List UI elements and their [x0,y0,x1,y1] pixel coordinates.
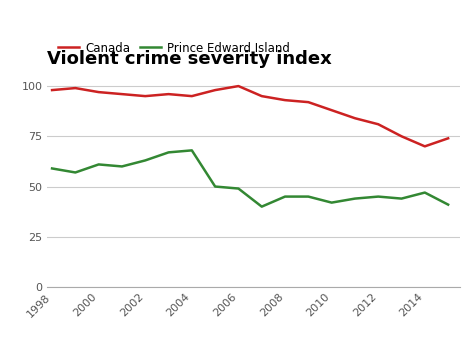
Prince Edward Island [282,195,288,199]
Canada [236,84,241,88]
Canada [352,116,358,120]
Prince Edward Island [119,164,125,169]
Prince Edward Island [49,166,55,170]
Prince Edward Island [422,190,428,195]
Prince Edward Island [142,158,148,162]
Prince Edward Island [329,201,335,205]
Prince Edward Island [375,195,381,199]
Canada [399,134,404,138]
Canada [212,88,218,92]
Canada [142,94,148,98]
Line: Prince Edward Island: Prince Edward Island [52,150,448,206]
Prince Edward Island [352,196,358,201]
Prince Edward Island [73,170,78,175]
Prince Edward Island [236,187,241,191]
Canada [422,144,428,148]
Prince Edward Island [259,204,264,209]
Legend: Canada, Prince Edward Island: Canada, Prince Edward Island [53,37,294,59]
Prince Edward Island [445,203,451,207]
Canada [119,92,125,96]
Prince Edward Island [166,150,172,154]
Prince Edward Island [212,184,218,189]
Line: Canada: Canada [52,86,448,146]
Canada [259,94,264,98]
Canada [96,90,101,94]
Canada [282,98,288,102]
Prince Edward Island [306,195,311,199]
Canada [306,100,311,104]
Prince Edward Island [399,196,404,201]
Text: Violent crime severity index: Violent crime severity index [47,50,332,69]
Canada [49,88,55,92]
Prince Edward Island [189,148,195,153]
Canada [445,136,451,140]
Canada [73,86,78,90]
Prince Edward Island [96,162,101,167]
Canada [166,92,172,96]
Canada [189,94,195,98]
Canada [329,108,335,112]
Canada [375,122,381,126]
